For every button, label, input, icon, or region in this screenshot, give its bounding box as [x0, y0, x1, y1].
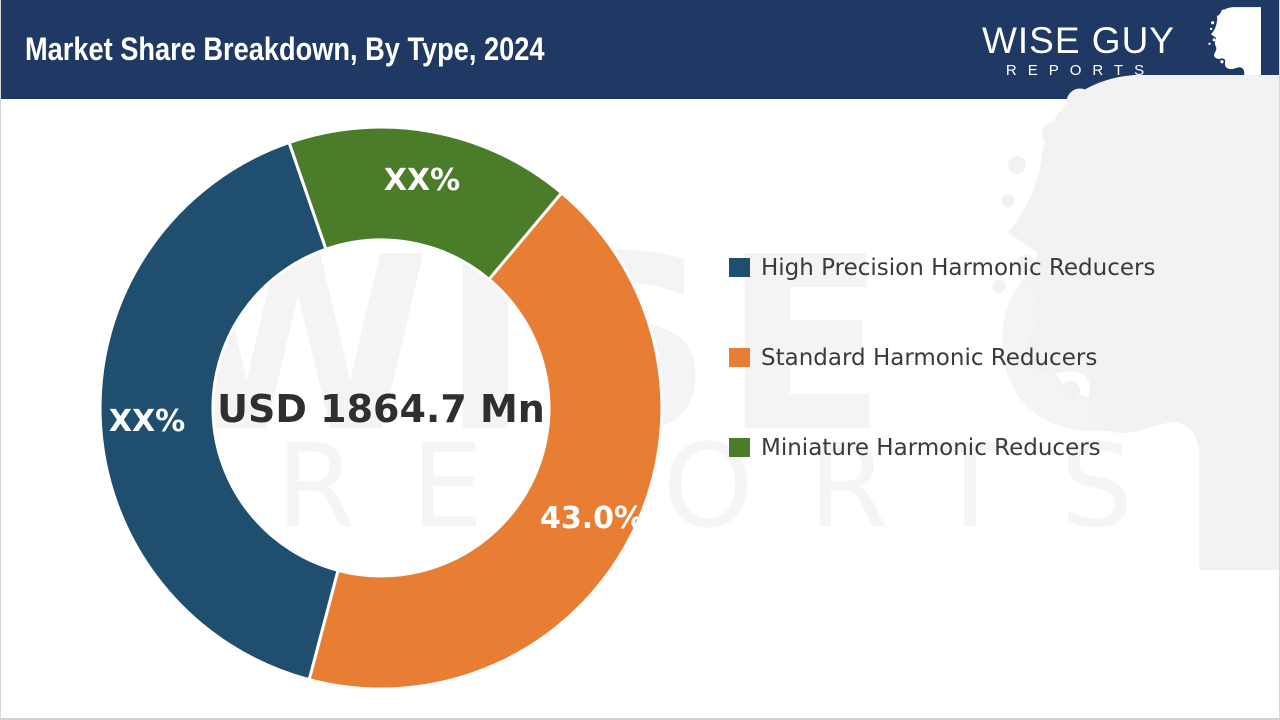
legend-swatch-orange-icon — [729, 348, 750, 367]
legend-item-miniature: Miniature Harmonic Reducers — [729, 434, 1155, 462]
page-title: Market Share Breakdown, By Type, 2024 — [25, 31, 545, 67]
legend-label: Standard Harmonic Reducers — [761, 345, 1098, 371]
legend-item-standard: Standard Harmonic Reducers — [729, 344, 1155, 372]
logo-title: WISE GUY — [981, 19, 1175, 61]
legend-swatch-blue-icon — [729, 258, 750, 277]
wise-guy-reports-logo: WISE GUY REPORTS — [982, 6, 1261, 93]
legend-swatch-green-icon — [729, 438, 750, 457]
legend-item-high-precision: High Precision Harmonic Reducers — [729, 254, 1155, 282]
chart-legend: High Precision Harmonic Reducers Standar… — [729, 254, 1155, 524]
logo-face-icon — [1208, 6, 1261, 93]
logo-wordmark: WISE GUY REPORTS — [982, 22, 1175, 78]
slice-label-miniature: XX% — [384, 163, 460, 198]
legend-label: High Precision Harmonic Reducers — [761, 255, 1156, 281]
legend-label: Miniature Harmonic Reducers — [761, 435, 1101, 461]
header: Market Share Breakdown, By Type, 2024 WI… — [1, 0, 1279, 99]
logo-subtitle: REPORTS — [1005, 61, 1156, 79]
